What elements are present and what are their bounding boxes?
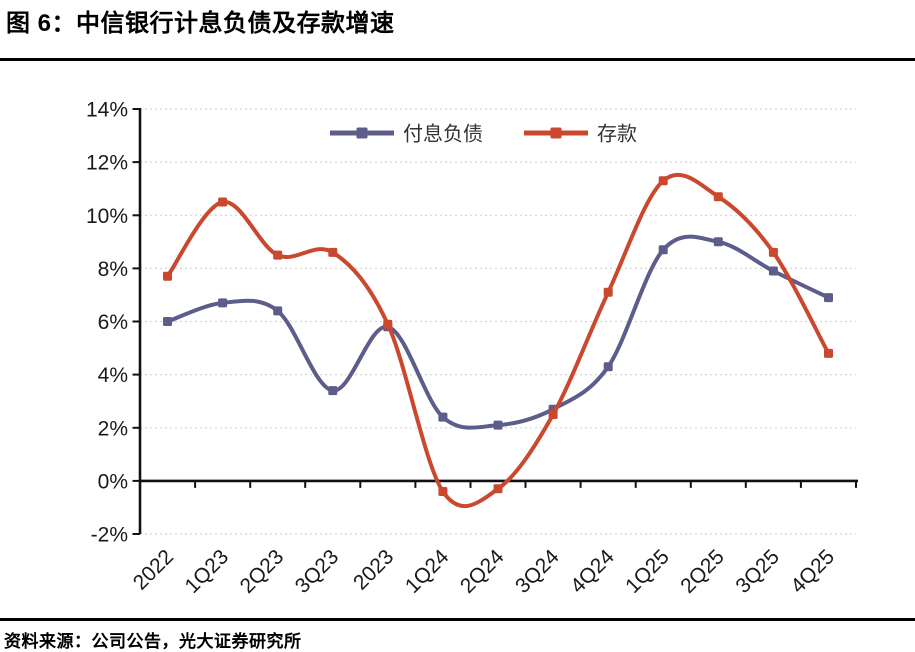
y-tick-label: 6% xyxy=(98,311,128,334)
data-point xyxy=(493,420,503,430)
gridlines xyxy=(140,108,856,535)
data-point xyxy=(438,487,448,496)
y-tick-label: 0% xyxy=(98,470,128,493)
data-point xyxy=(163,317,172,326)
data-point xyxy=(218,197,228,207)
x-tick-label: 1Q23 xyxy=(181,545,234,598)
data-point xyxy=(713,192,723,202)
data-point xyxy=(658,176,668,186)
figure-header: 图 6：中信银行计息负债及存款增速 xyxy=(0,0,915,61)
x-tick-label: 2Q23 xyxy=(236,545,289,598)
series-0 xyxy=(163,234,833,430)
y-tick-label: 2% xyxy=(98,417,128,440)
data-point xyxy=(603,287,613,297)
legend-label: 付息负债 xyxy=(403,123,483,146)
line-chart: 14% 12% 10% 8% 6% 4% 2% 0% -2% 2022 1Q23 2Q23 3Q23 20… xyxy=(0,61,915,618)
data-point xyxy=(273,250,283,260)
data-point xyxy=(713,237,723,247)
series-line-0 xyxy=(165,234,831,430)
y-tick-label: 10% xyxy=(86,205,128,228)
data-point xyxy=(658,245,668,255)
x-tick-label: 4Q25 xyxy=(786,545,839,598)
legend-label: 存款 xyxy=(597,123,637,146)
x-tick-label: 3Q25 xyxy=(731,545,784,598)
data-point xyxy=(824,293,833,303)
chart-svg: 14% 12% 10% 8% 6% 4% 2% 0% -2%2022 1Q23 2Q23 3Q23 20… xyxy=(86,99,858,598)
x-axis: 2022 1Q23 2Q23 3Q23 2023 1Q24 2Q24 3Q24 4Q24 1Q25… xyxy=(129,479,858,598)
data-point xyxy=(768,266,778,276)
x-tick-label: 2023 xyxy=(349,545,398,594)
x-tick-label: 4Q24 xyxy=(566,545,619,598)
x-tick-label: 3Q24 xyxy=(511,545,564,598)
x-tick-label: 1Q24 xyxy=(401,545,454,598)
series-1 xyxy=(163,172,833,508)
x-tick-label: 1Q25 xyxy=(621,545,674,598)
data-point xyxy=(768,247,778,257)
data-point xyxy=(383,319,393,329)
y-tick-label: 4% xyxy=(98,364,128,387)
data-point xyxy=(824,348,833,358)
figure-footer: 资料来源：公司公告，光大证券研究所 xyxy=(0,618,915,652)
data-point xyxy=(548,410,558,419)
data-point xyxy=(163,271,172,281)
data-point xyxy=(328,247,338,257)
y-tick-label: 8% xyxy=(98,258,128,281)
legend-marker xyxy=(550,127,562,139)
x-tick-label: 2022 xyxy=(129,545,178,594)
x-tick-label: 2Q24 xyxy=(456,545,509,598)
x-tick-label: 3Q23 xyxy=(291,545,344,598)
data-point xyxy=(218,298,228,308)
data-point xyxy=(328,386,338,396)
y-tick-label: 12% xyxy=(86,152,128,175)
data-point xyxy=(603,362,613,372)
y-tick-label: -2% xyxy=(91,524,128,547)
legend: 付息负债 存款 xyxy=(330,123,637,146)
data-point xyxy=(273,306,283,316)
data-point xyxy=(438,412,448,422)
series-line-1 xyxy=(165,172,831,508)
legend-marker xyxy=(356,127,368,139)
y-tick-label: 14% xyxy=(86,99,128,122)
source-note: 资料来源：公司公告，光大证券研究所 xyxy=(4,632,302,651)
page-title: 图 6：中信银行计息负债及存款增速 xyxy=(6,10,395,37)
x-tick-label: 2Q25 xyxy=(676,545,729,598)
y-axis: 14% 12% 10% 8% 6% 4% 2% 0% -2% xyxy=(86,99,142,547)
data-point xyxy=(493,484,503,494)
